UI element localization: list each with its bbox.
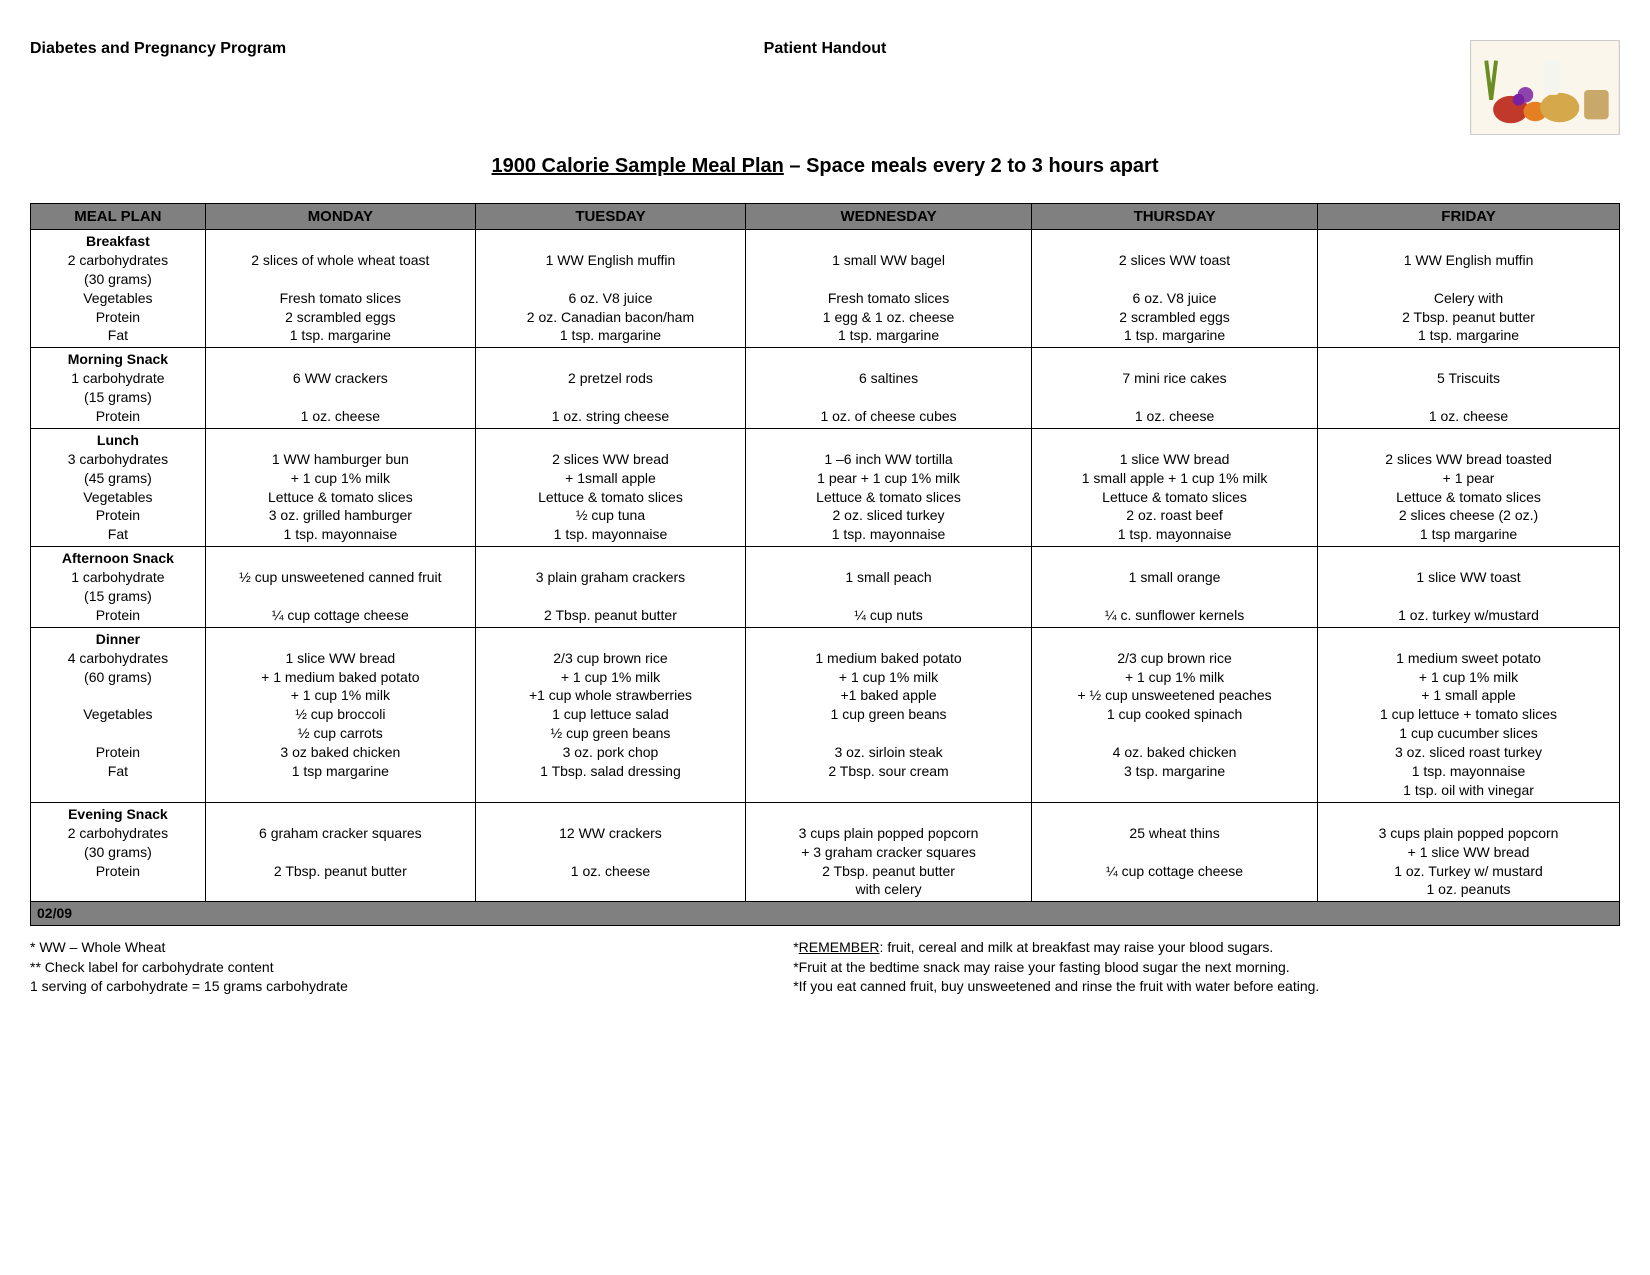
meal-label-cell: Breakfast2 carbohydrates(30 grams)Vegeta…	[31, 230, 206, 348]
footnote-line: * WW – Whole Wheat	[30, 938, 793, 958]
program-name: Diabetes and Pregnancy Program	[30, 40, 286, 58]
table-header-row: MEAL PLANMONDAYTUESDAYWEDNESDAYTHURSDAYF…	[31, 204, 1620, 230]
col-header: FRIDAY	[1318, 204, 1620, 230]
meal-day-cell: ½ cup unsweetened canned fruit ¼ cup cot…	[205, 547, 475, 628]
meal-day-cell: 6 WW crackers 1 oz. cheese	[205, 348, 475, 429]
footnote-line: *REMEMBER: fruit, cereal and milk at bre…	[793, 938, 1620, 958]
col-header: MEAL PLAN	[31, 204, 206, 230]
page-title: 1900 Calorie Sample Meal Plan – Space me…	[30, 155, 1620, 178]
meal-day-cell: 1 medium sweet potato+ 1 cup 1% milk+ 1 …	[1318, 627, 1620, 802]
meal-label-cell: Dinner4 carbohydrates(60 grams)Vegetable…	[31, 627, 206, 802]
footnotes-right: *REMEMBER: fruit, cereal and milk at bre…	[793, 938, 1620, 997]
footnotes: * WW – Whole Wheat** Check label for car…	[30, 938, 1620, 997]
col-header: WEDNESDAY	[746, 204, 1032, 230]
col-header: TUESDAY	[475, 204, 745, 230]
meal-label-cell: Afternoon Snack1 carbohydrate(15 grams)P…	[31, 547, 206, 628]
meal-day-cell: 6 saltines 1 oz. of cheese cubes	[746, 348, 1032, 429]
meal-day-cell: 1 WW English muffin Celery with2 Tbsp. p…	[1318, 230, 1620, 348]
meal-row: Afternoon Snack1 carbohydrate(15 grams)P…	[31, 547, 1620, 628]
meal-day-cell: 25 wheat thins ¼ cup cottage cheese	[1032, 802, 1318, 901]
title-rest: – Space meals every 2 to 3 hours apart	[784, 155, 1159, 177]
title-underlined: 1900 Calorie Sample Meal Plan	[491, 155, 783, 177]
meal-day-cell: 6 graham cracker squares 2 Tbsp. peanut …	[205, 802, 475, 901]
meal-day-cell: 1 medium baked potato+ 1 cup 1% milk+1 b…	[746, 627, 1032, 802]
meal-day-cell: 3 cups plain popped popcorn+ 1 slice WW …	[1318, 802, 1620, 901]
footnote-line: *Fruit at the bedtime snack may raise yo…	[793, 958, 1620, 978]
meal-day-cell: 1 slice WW toast 1 oz. turkey w/mustard	[1318, 547, 1620, 628]
footer-date: 02/09	[31, 902, 1620, 926]
meal-day-cell: 5 Triscuits 1 oz. cheese	[1318, 348, 1620, 429]
document-header: Diabetes and Pregnancy Program Patient H…	[30, 40, 1620, 135]
meal-day-cell: 2 pretzel rods 1 oz. string cheese	[475, 348, 745, 429]
meal-plan-table: MEAL PLANMONDAYTUESDAYWEDNESDAYTHURSDAYF…	[30, 203, 1620, 926]
meal-day-cell: 1 small WW bagel Fresh tomato slices1 eg…	[746, 230, 1032, 348]
meal-day-cell: 7 mini rice cakes 1 oz. cheese	[1032, 348, 1318, 429]
meal-row: Evening Snack2 carbohydrates(30 grams)Pr…	[31, 802, 1620, 901]
meal-day-cell: 1 –6 inch WW tortilla1 pear + 1 cup 1% m…	[746, 428, 1032, 546]
col-header: THURSDAY	[1032, 204, 1318, 230]
meal-day-cell: 1 WW hamburger bun+ 1 cup 1% milkLettuce…	[205, 428, 475, 546]
meal-day-cell: 2 slices WW bread toasted+ 1 pearLettuce…	[1318, 428, 1620, 546]
meal-day-cell: 3 cups plain popped popcorn+ 3 graham cr…	[746, 802, 1032, 901]
meal-row: Dinner4 carbohydrates(60 grams)Vegetable…	[31, 627, 1620, 802]
meal-row: Morning Snack1 carbohydrate(15 grams)Pro…	[31, 348, 1620, 429]
meal-day-cell: 2/3 cup brown rice+ 1 cup 1% milk+1 cup …	[475, 627, 745, 802]
col-header: MONDAY	[205, 204, 475, 230]
doc-type: Patient Handout	[764, 40, 887, 58]
footnote-line: ** Check label for carbohydrate content	[30, 958, 793, 978]
meal-row: Breakfast2 carbohydrates(30 grams)Vegeta…	[31, 230, 1620, 348]
footnote-line: *If you eat canned fruit, buy unsweetene…	[793, 977, 1620, 997]
meal-label-cell: Morning Snack1 carbohydrate(15 grams)Pro…	[31, 348, 206, 429]
meal-day-cell: 1 slice WW bread+ 1 medium baked potato+…	[205, 627, 475, 802]
meal-day-cell: 2 slices WW bread+ 1small appleLettuce &…	[475, 428, 745, 546]
footnote-line: 1 serving of carbohydrate = 15 grams car…	[30, 977, 793, 997]
meal-day-cell: 2 slices of whole wheat toast Fresh toma…	[205, 230, 475, 348]
meal-day-cell: 2/3 cup brown rice+ 1 cup 1% milk+ ½ cup…	[1032, 627, 1318, 802]
meal-day-cell: 1 slice WW bread1 small apple + 1 cup 1%…	[1032, 428, 1318, 546]
meal-label-cell: Evening Snack2 carbohydrates(30 grams)Pr…	[31, 802, 206, 901]
meal-row: Lunch3 carbohydrates(45 grams)Vegetables…	[31, 428, 1620, 546]
meal-day-cell: 1 WW English muffin 6 oz. V8 juice2 oz. …	[475, 230, 745, 348]
meal-label-cell: Lunch3 carbohydrates(45 grams)Vegetables…	[31, 428, 206, 546]
meal-day-cell: 2 slices WW toast 6 oz. V8 juice2 scramb…	[1032, 230, 1318, 348]
food-image	[1470, 40, 1620, 135]
meal-day-cell: 3 plain graham crackers 2 Tbsp. peanut b…	[475, 547, 745, 628]
meal-day-cell: 1 small orange ¼ c. sunflower kernels	[1032, 547, 1318, 628]
meal-day-cell: 1 small peach ¼ cup nuts	[746, 547, 1032, 628]
footnotes-left: * WW – Whole Wheat** Check label for car…	[30, 938, 793, 997]
meal-day-cell: 12 WW crackers 1 oz. cheese	[475, 802, 745, 901]
